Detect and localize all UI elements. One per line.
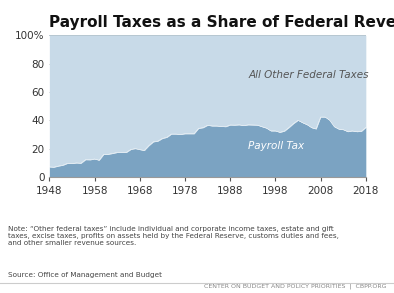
- Text: CENTER ON BUDGET AND POLICY PRIORITIES  |  CBPP.ORG: CENTER ON BUDGET AND POLICY PRIORITIES |…: [204, 283, 386, 289]
- Text: Source: Office of Management and Budget: Source: Office of Management and Budget: [8, 272, 162, 278]
- Text: All Other Federal Taxes: All Other Federal Taxes: [248, 70, 369, 80]
- Text: Note: “Other federal taxes” include individual and corporate income taxes, estat: Note: “Other federal taxes” include indi…: [8, 226, 339, 246]
- Text: Payroll Taxes as a Share of Federal Revenues: Payroll Taxes as a Share of Federal Reve…: [49, 15, 394, 30]
- Text: Payroll Tax: Payroll Tax: [248, 141, 305, 151]
